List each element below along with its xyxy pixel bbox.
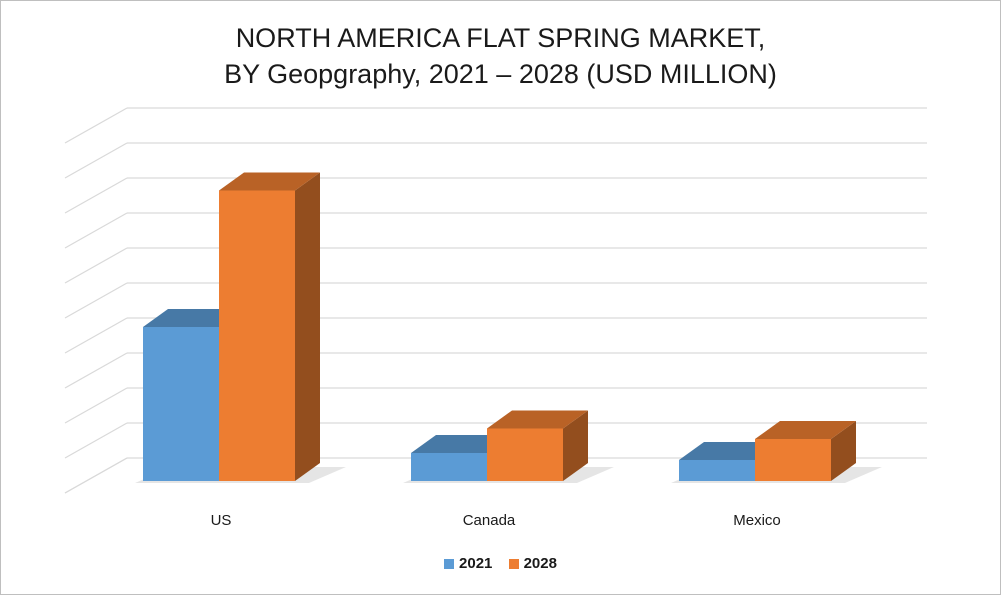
x-tick-label: Canada (463, 512, 516, 529)
x-tick-label: US (211, 512, 232, 529)
floor-edge (64, 457, 128, 494)
side-gridline (64, 142, 128, 179)
bar (755, 439, 831, 481)
side-gridline (64, 247, 128, 284)
side-gridline (64, 352, 128, 389)
bar-top (487, 410, 588, 429)
legend-swatch-2021 (444, 558, 455, 569)
bar-side (831, 421, 856, 481)
side-gridline (64, 422, 128, 459)
chart-title-line-1: NORTH AMERICA FLAT SPRING MARKET, (235, 23, 766, 53)
bar-top (679, 442, 780, 460)
legend-label-2021: 2021 (459, 555, 493, 572)
legend-label-2028: 2028 (523, 555, 557, 572)
bar (487, 428, 563, 481)
chart-title-line-2: BY Geopgraphy, 2021 – 2028 (USD MILLION) (224, 59, 777, 89)
bar-top (411, 435, 512, 453)
bar (219, 190, 295, 481)
bar-top (219, 172, 320, 191)
legend-swatch-2028 (508, 558, 519, 569)
bar (679, 460, 755, 481)
bar-side (563, 410, 588, 481)
side-gridline (64, 282, 128, 319)
chart-title: NORTH AMERICA FLAT SPRING MARKET, BY Geo… (0, 20, 1001, 92)
side-gridline (64, 387, 128, 424)
side-gridline (64, 177, 128, 214)
bar-top (143, 309, 244, 327)
bar (411, 453, 487, 481)
bar-side (295, 172, 320, 481)
bar-top (755, 421, 856, 439)
legend-item-2028: 2028 (508, 555, 557, 572)
x-tick-label: Mexico (733, 512, 781, 529)
side-gridline (64, 107, 128, 144)
side-gridline (64, 317, 128, 354)
chart-legend: 2021 2028 (0, 555, 1001, 573)
bar (143, 327, 219, 481)
side-gridline (64, 212, 128, 249)
legend-item-2021: 2021 (444, 555, 492, 572)
